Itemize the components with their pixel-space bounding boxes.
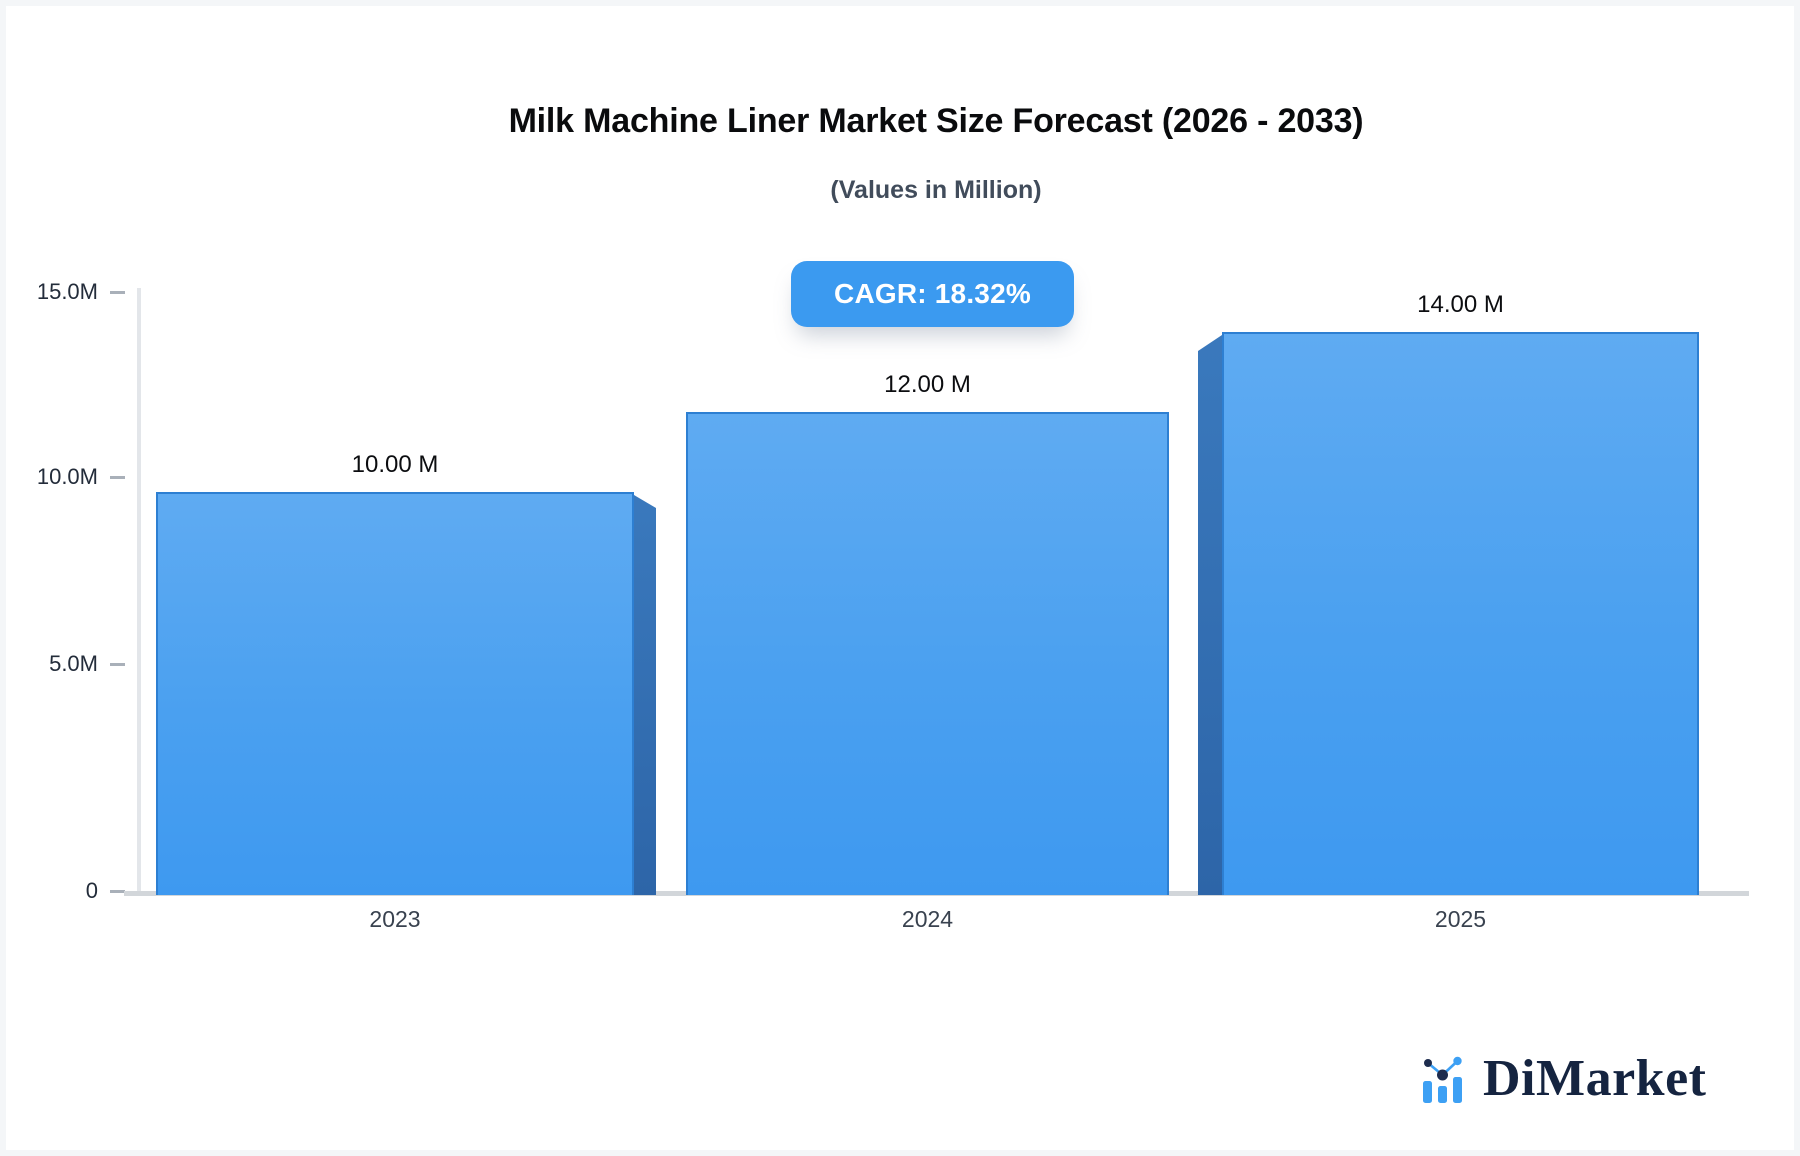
cagr-badge: CAGR: 18.32% [791, 261, 1074, 327]
x-axis-label-2024: 2024 [901, 906, 954, 932]
chart-subtitle: (Values in Million) [830, 176, 1042, 204]
y-tick-label: 10.0M [36, 464, 98, 489]
chart-title: Milk Machine Liner Market Size Forecast … [508, 102, 1364, 140]
bar-2025[interactable] [1222, 332, 1699, 895]
bar-value-label: 10.00 M [351, 451, 439, 478]
bar-line-chart-icon [1423, 1056, 1462, 1103]
y-tick [110, 663, 125, 666]
bar-2023[interactable] [156, 492, 634, 895]
y-tick [110, 291, 125, 294]
cagr-badge-label: CAGR: 18.32% [834, 278, 1031, 309]
y-axis-line [137, 288, 141, 894]
bar-value-label: 12.00 M [884, 371, 971, 398]
x-axis-label-2023: 2023 [369, 906, 421, 932]
bar-3d-side [1198, 335, 1222, 895]
y-tick-label: 0 [85, 878, 98, 903]
bar-2024[interactable] [686, 412, 1169, 895]
chart-card: Milk Machine Liner Market Size Forecast … [6, 6, 1794, 1150]
y-tick [110, 890, 125, 893]
dimarket-logo: DiMarket [1420, 1046, 1706, 1112]
bar-3d-side [634, 495, 656, 895]
y-tick-label: 5.0M [49, 651, 98, 676]
dimarket-wordmark: DiMarket [1483, 1050, 1707, 1107]
y-tick [110, 476, 125, 479]
y-tick-label: 15.0M [36, 279, 98, 304]
x-axis-label-2025: 2025 [1434, 906, 1487, 932]
bar-value-label: 14.00 M [1417, 291, 1504, 318]
